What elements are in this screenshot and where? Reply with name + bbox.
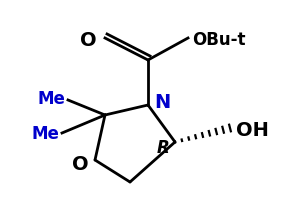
Text: N: N xyxy=(154,93,170,112)
Text: Me: Me xyxy=(31,125,59,143)
Text: O: O xyxy=(72,154,89,173)
Text: Me: Me xyxy=(37,90,65,108)
Text: OH: OH xyxy=(236,121,269,139)
Text: OBu-t: OBu-t xyxy=(192,31,246,49)
Text: R: R xyxy=(157,139,169,157)
Text: O: O xyxy=(80,31,97,50)
